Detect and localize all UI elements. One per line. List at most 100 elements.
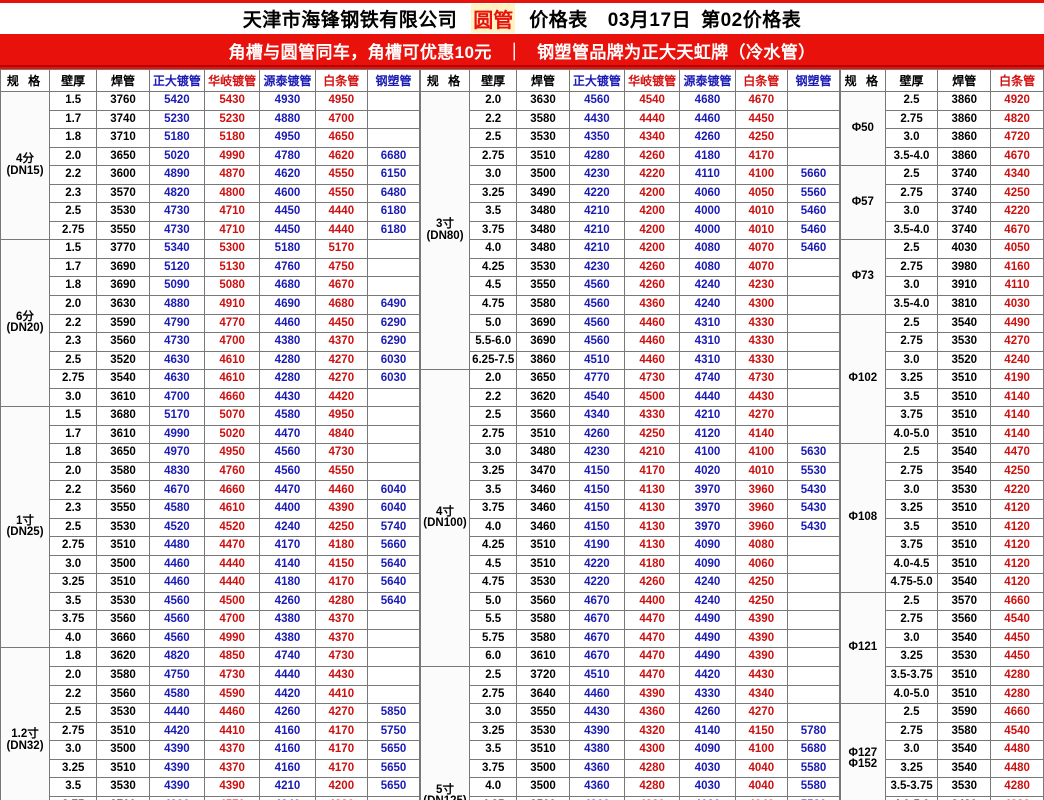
wall-thickness-cell: 2.0 — [49, 461, 98, 482]
price-cell: 4150 — [568, 517, 626, 538]
panel-right: 规 格壁厚 焊管 白条管 Φ50 2.5 3860 4920 2.75 3860 4820 3.0 3… — [840, 69, 1044, 800]
price-cell: 4870 — [204, 165, 261, 185]
price-cell: 4430 — [734, 387, 789, 408]
price-cell: 4820 — [148, 183, 206, 204]
price-cell: 4270 — [314, 369, 369, 389]
table-row: 2.0 3580 4830 4760 4560 4550 — [1, 461, 420, 482]
price-cell: 4370 — [204, 740, 261, 760]
price-cell: 4520 — [148, 517, 206, 538]
column-header: 白条管 — [734, 69, 789, 92]
price-cell: 4380 — [259, 628, 316, 649]
price-cell: 3650 — [96, 443, 150, 463]
wall-thickness-cell: 3.5 — [884, 517, 939, 538]
price-cell: 4540 — [624, 91, 681, 111]
wall-thickness-cell: 2.5 — [884, 591, 939, 612]
table-row: 3.7537104390457042404230 — [1, 795, 420, 800]
price-cell: 3970 — [679, 499, 736, 519]
wall-thickness-cell: 3.0 — [469, 703, 518, 723]
price-cell: 4220 — [568, 573, 626, 593]
table-row: 3.25 3510 4190 — [841, 369, 1044, 389]
price-cell: 3480 — [516, 202, 570, 222]
price-cell: 4110 — [679, 165, 736, 185]
price-cell: 4120 — [990, 517, 1044, 538]
price-cell: 4560 — [148, 628, 206, 649]
price-cell: 4240 — [990, 350, 1044, 371]
table-row: 2.75 3860 4820 — [841, 109, 1044, 130]
price-cell: 4230 — [568, 165, 626, 185]
wall-thickness-cell: 3.25 — [884, 647, 939, 667]
price-cell: 5120 — [148, 257, 206, 278]
title-bar: 天津市海锋钢铁有限公司 圆管 价格表 03月17日 第02价格表 — [0, 0, 1044, 36]
price-cell: 5170 — [148, 406, 206, 426]
price-cell: 3500 — [96, 740, 150, 760]
spec-cell: 4分 (DN15) — [0, 90, 51, 241]
price-cell: 4190 — [568, 536, 626, 556]
price-cell: 4110 — [990, 276, 1044, 297]
price-cell: 4560 — [259, 461, 316, 482]
price-cell: 4480 — [148, 536, 206, 556]
price-cell: 5750 — [367, 721, 420, 742]
price-cell: 3510 — [937, 536, 992, 556]
table-row: 3.0 3910 4110 — [841, 276, 1044, 297]
price-cell: 4220 — [568, 554, 626, 575]
table-row: 2.0 3650 5020 4990 4780 4620 6680 — [1, 146, 420, 167]
wall-thickness-cell: 5.0 — [469, 313, 518, 334]
wall-thickness-cell: 1.8 — [49, 276, 98, 297]
price-cell: 4240 — [679, 276, 736, 297]
price-cell: 4950 — [204, 443, 261, 463]
wall-thickness-cell: 4.25 — [469, 536, 518, 556]
column-header: 壁厚 — [469, 69, 518, 92]
wall-thickness-cell: 3.0 — [49, 554, 98, 575]
price-cell: 3560 — [516, 406, 570, 426]
price-cell: 3600 — [96, 165, 150, 185]
wall-thickness-cell: 2.2 — [49, 480, 98, 501]
price-cell: 4910 — [204, 295, 261, 315]
price-cell: 4010 — [734, 461, 789, 482]
wall-thickness-cell: 3.5-4.0 — [884, 295, 939, 315]
price-cell: 4720 — [990, 128, 1044, 148]
price-cell: 6030 — [367, 369, 420, 389]
panel-middle: 规 格壁厚 焊管 正大镀管 华岐镀管 源泰镀管 白条管 钢塑管 3寸 (DN80) 2.0 3630… — [419, 69, 840, 800]
table-row: 2.75 3510 4280 4260 4180 4170 — [421, 146, 840, 167]
price-cell: 4030 — [679, 795, 736, 800]
price-cell: 4120 — [990, 573, 1044, 593]
price-cell: 5170 — [314, 239, 369, 259]
price-cell — [787, 276, 840, 297]
price-cell: 4480 — [990, 758, 1044, 779]
price-cell: 3480 — [516, 443, 570, 463]
table-row: 4.0 3480 4210 4200 4080 4070 5460 — [421, 239, 840, 259]
price-cell: 3740 — [937, 183, 992, 204]
price-cell: 4560 — [568, 91, 626, 111]
price-cell: 3460 — [516, 499, 570, 519]
price-cell: 4730 — [148, 220, 206, 241]
table-row: 6.0 3610 4670 4470 4490 4390 — [421, 647, 840, 667]
price-cell: 4670 — [568, 610, 626, 630]
price-cell: 4260 — [624, 276, 681, 297]
price-cell: 4010 — [734, 202, 789, 222]
price-cell: 3500 — [516, 795, 570, 800]
price-cell: 4750 — [314, 257, 369, 278]
wall-thickness-cell: 3.0 — [49, 387, 98, 408]
price-cell: 3610 — [516, 647, 570, 667]
price-cell: 4170 — [624, 461, 681, 482]
price-cell — [787, 610, 840, 630]
table-row: 4.0-4.5 3510 4120 — [841, 554, 1044, 575]
price-cell: 4460 — [679, 109, 736, 130]
column-header: 源泰镀管 — [259, 69, 316, 92]
table-row: 2.2 3590 4790 4770 4460 4450 6290 — [1, 313, 420, 334]
price-cell: 4560 — [568, 295, 626, 315]
price-cell — [787, 424, 840, 445]
price-cell: 4250 — [990, 461, 1044, 482]
price-cell: 4970 — [148, 443, 206, 463]
table-row: 2.5 3530 4440 4460 4260 4270 5850 — [1, 703, 420, 723]
table-row: 2.75 3510 4420 4410 4160 4170 5750 — [1, 721, 420, 742]
price-cell: 5090 — [148, 276, 206, 297]
price-cell — [367, 239, 420, 259]
price-cell: 4670 — [148, 480, 206, 501]
promo-text-left: 角槽与圆管同车，角槽可优惠10元 — [228, 43, 492, 62]
table-row: 2.2 3620 4540 4500 4440 4430 — [421, 387, 840, 408]
table-row: 3.75 3480 4210 4200 4000 4010 5460 — [421, 220, 840, 241]
price-cell: 4540 — [990, 610, 1044, 630]
price-cell: 4050 — [990, 239, 1044, 259]
